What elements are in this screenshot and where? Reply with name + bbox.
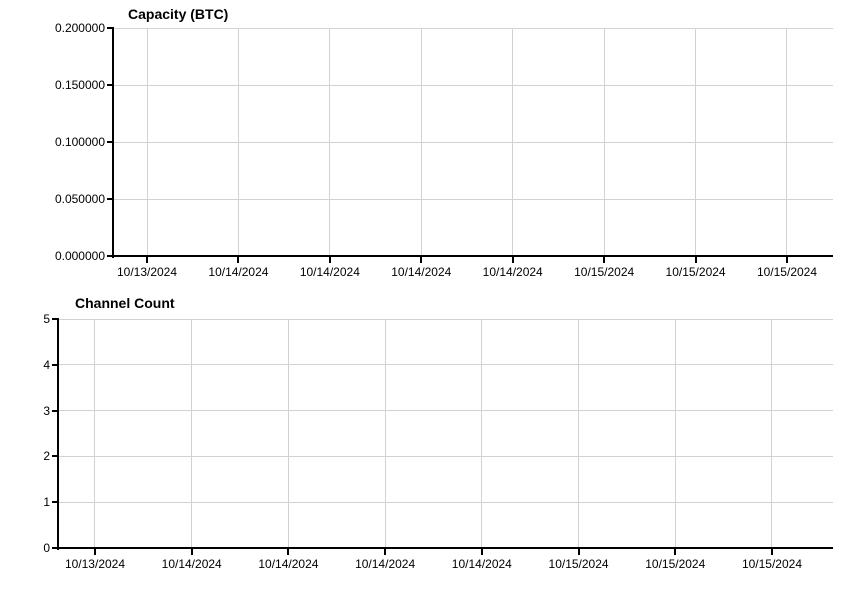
x-axis-line <box>112 255 833 257</box>
x-tick-mark <box>384 549 387 555</box>
x-tick-mark <box>577 549 580 555</box>
y-axis-line <box>57 319 59 550</box>
v-gridline <box>603 28 605 256</box>
y-tick-mark <box>107 27 114 29</box>
y-tick-label: 5 <box>43 312 50 326</box>
x-tick-mark <box>770 549 773 555</box>
channel-count-chart-title: Channel Count <box>75 295 175 311</box>
v-gridline <box>420 28 422 256</box>
h-gridline <box>114 198 833 200</box>
v-gridline <box>146 28 148 256</box>
y-tick-label: 0 <box>43 541 50 555</box>
y-tick-mark <box>107 141 114 143</box>
x-tick-label: 10/14/2024 <box>208 265 269 279</box>
v-gridline <box>512 28 514 256</box>
h-gridline <box>59 318 833 320</box>
y-tick-label: 4 <box>43 357 50 372</box>
h-gridline <box>114 27 833 29</box>
x-tick-mark <box>674 549 677 555</box>
v-gridline <box>191 319 193 548</box>
y-tick-label: 3 <box>43 403 50 418</box>
x-tick-label: 10/14/2024 <box>391 265 452 279</box>
v-gridline <box>674 319 676 548</box>
y-tick-label: 0.000000 <box>54 249 105 263</box>
x-tick-label: 10/15/2024 <box>665 265 726 279</box>
v-gridline <box>578 319 580 548</box>
h-gridline <box>114 141 833 143</box>
x-tick-mark <box>190 549 193 555</box>
h-gridline <box>59 364 833 366</box>
h-gridline <box>59 410 833 412</box>
x-tick-mark <box>146 257 148 263</box>
h-gridline <box>59 501 833 503</box>
x-tick-label: 10/14/2024 <box>451 557 512 571</box>
x-tick-mark <box>420 257 423 263</box>
x-tick-mark <box>93 549 96 555</box>
y-tick-label: 0.100000 <box>54 135 105 149</box>
h-gridline <box>59 455 833 457</box>
x-tick-label: 10/14/2024 <box>482 265 543 279</box>
x-tick-label: 10/13/2024 <box>116 265 178 279</box>
x-tick-label: 10/15/2024 <box>756 265 818 279</box>
y-tick-mark <box>107 255 114 257</box>
x-tick-mark <box>328 257 331 263</box>
x-tick-mark <box>237 257 240 263</box>
x-tick-label: 10/14/2024 <box>161 557 222 571</box>
y-tick-mark <box>52 318 59 320</box>
x-tick-mark <box>785 257 788 263</box>
x-tick-label: 10/15/2024 <box>548 557 609 571</box>
x-tick-label: 10/15/2024 <box>574 265 635 279</box>
v-gridline <box>329 28 331 256</box>
v-gridline <box>287 319 289 548</box>
capacity-chart-title: Capacity (BTC) <box>128 6 229 22</box>
v-gridline <box>771 319 773 548</box>
x-tick-label: 10/14/2024 <box>258 557 319 571</box>
y-tick-label: 1 <box>43 495 50 510</box>
v-gridline <box>94 319 96 548</box>
x-tick-mark <box>603 257 606 263</box>
x-tick-mark <box>694 257 697 263</box>
y-tick-label: 0.050000 <box>54 192 105 206</box>
x-tick-mark <box>287 549 290 555</box>
y-tick-label: 0.150000 <box>54 78 105 92</box>
h-gridline <box>114 84 833 86</box>
x-tick-label: 10/13/2024 <box>64 557 126 571</box>
v-gridline <box>786 28 788 256</box>
y-axis-line <box>112 28 114 258</box>
y-tick-mark <box>52 363 59 366</box>
x-tick-label: 10/15/2024 <box>741 557 802 571</box>
x-tick-mark <box>511 257 514 263</box>
v-gridline <box>237 28 239 256</box>
y-tick-label: 0.200000 <box>54 21 105 35</box>
x-axis-line <box>57 547 833 549</box>
x-tick-label: 10/14/2024 <box>299 265 360 279</box>
x-tick-label: 10/15/2024 <box>645 557 706 571</box>
v-gridline <box>384 319 386 548</box>
y-tick-mark <box>52 455 59 458</box>
v-gridline <box>481 319 483 548</box>
y-tick-mark <box>107 198 114 200</box>
y-tick-mark <box>52 547 59 549</box>
y-tick-label: 2 <box>43 449 50 464</box>
y-tick-mark <box>107 84 114 86</box>
x-tick-mark <box>480 549 483 555</box>
v-gridline <box>695 28 697 256</box>
y-tick-mark <box>52 501 59 504</box>
x-tick-label: 10/14/2024 <box>355 557 416 571</box>
y-tick-mark <box>52 409 59 412</box>
